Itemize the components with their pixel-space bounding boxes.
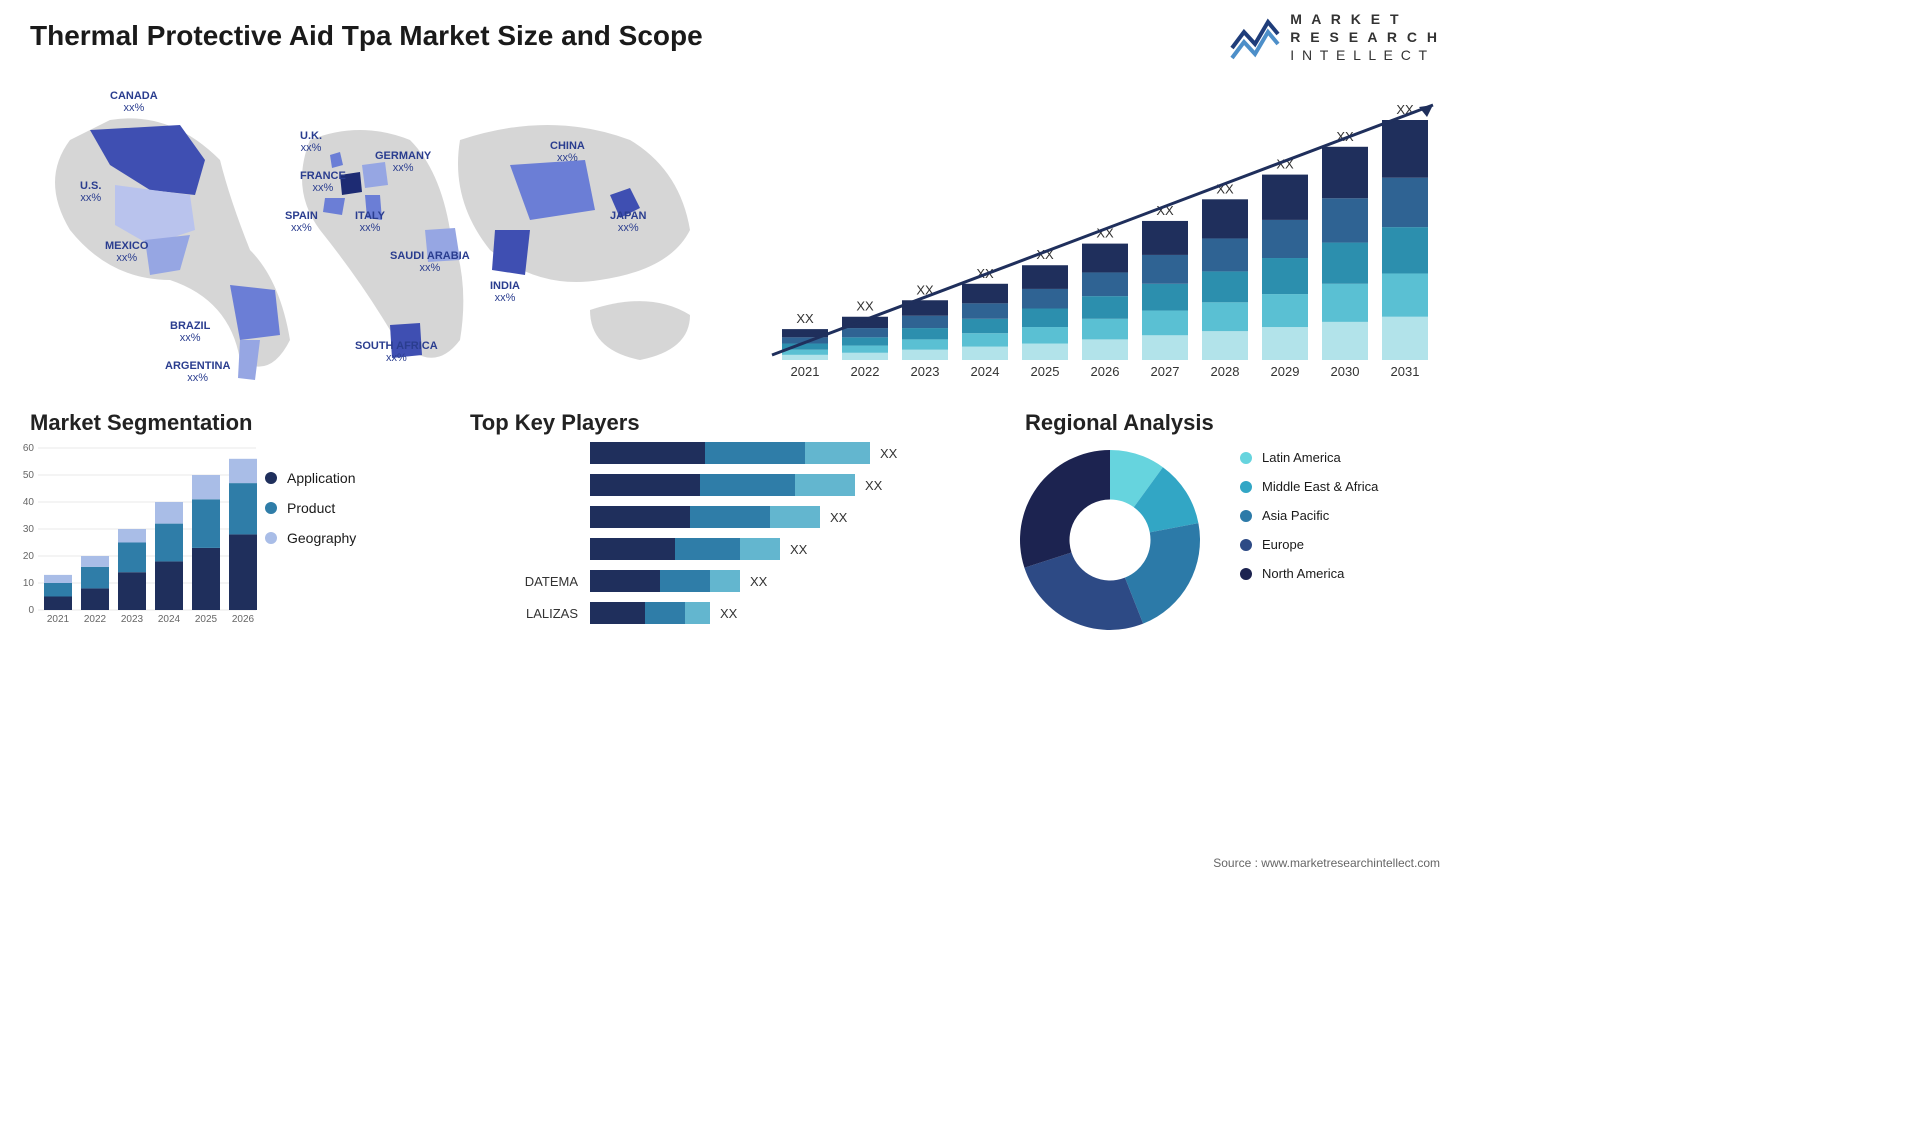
map-label-germany: GERMANYxx% (375, 150, 431, 174)
segmentation-heading: Market Segmentation (30, 410, 253, 436)
svg-text:2025: 2025 (195, 614, 218, 625)
svg-text:0: 0 (28, 605, 34, 616)
player-value: XX (790, 542, 807, 557)
map-label-argentina: ARGENTINAxx% (165, 360, 230, 384)
svg-text:20: 20 (23, 551, 35, 562)
map-label-saudi-arabia: SAUDI ARABIAxx% (390, 250, 470, 274)
brand-logo: M A R K E T R E S E A R C H I N T E L L … (1230, 10, 1440, 65)
svg-text:10: 10 (23, 578, 35, 589)
svg-text:2023: 2023 (911, 364, 940, 379)
map-label-mexico: MEXICOxx% (105, 240, 148, 264)
logo-icon (1230, 14, 1280, 60)
player-value: XX (880, 446, 897, 461)
svg-text:2029: 2029 (1271, 364, 1300, 379)
svg-text:2031: 2031 (1391, 364, 1420, 379)
svg-text:2027: 2027 (1151, 364, 1180, 379)
logo-line3: I N T E L L E C T (1290, 46, 1440, 64)
player-label: LALIZAS (470, 606, 590, 621)
svg-text:60: 60 (23, 443, 35, 454)
svg-text:2022: 2022 (851, 364, 880, 379)
svg-text:2021: 2021 (791, 364, 820, 379)
map-label-china: CHINAxx% (550, 140, 585, 164)
player-row: XX (470, 536, 940, 562)
svg-text:XX: XX (856, 299, 874, 314)
regional-donut (1010, 440, 1210, 640)
svg-text:2025: 2025 (1031, 364, 1060, 379)
map-label-india: INDIAxx% (490, 280, 520, 304)
segmentation-legend-item: Application (265, 470, 356, 486)
segmentation-legend: Application Product Geography (265, 470, 356, 560)
players-chart: XX XX XX XX DATEMA XX LALIZAS XX (470, 440, 940, 640)
svg-text:2026: 2026 (232, 614, 255, 625)
svg-text:2024: 2024 (158, 614, 181, 625)
regional-legend-item: Middle East & Africa (1240, 479, 1440, 494)
market-size-chart: XX2021XX2022XX2023XX2024XX2025XX2026XX20… (770, 90, 1440, 390)
segmentation-legend-item: Product (265, 500, 356, 516)
logo-line1: M A R K E T (1290, 10, 1440, 28)
regional-legend-item: Europe (1240, 537, 1440, 552)
svg-text:2024: 2024 (971, 364, 1000, 379)
player-row: LALIZAS XX (470, 600, 940, 626)
regional-legend: Latin America Middle East & Africa Asia Pa… (1240, 450, 1440, 595)
player-value: XX (720, 606, 737, 621)
player-row: DATEMA XX (470, 568, 940, 594)
map-label-canada: CANADAxx% (110, 90, 158, 114)
map-label-u-k-: U.K.xx% (300, 130, 322, 154)
svg-text:2021: 2021 (47, 614, 70, 625)
player-row: XX (470, 440, 940, 466)
svg-text:2026: 2026 (1091, 364, 1120, 379)
player-value: XX (830, 510, 847, 525)
map-label-spain: SPAINxx% (285, 210, 318, 234)
regional-heading: Regional Analysis (1025, 410, 1214, 436)
map-label-south-africa: SOUTH AFRICAxx% (355, 340, 438, 364)
world-map-panel: CANADAxx% U.S.xx% MEXICOxx% BRAZILxx% ARGENT… (30, 80, 730, 390)
player-value: XX (750, 574, 767, 589)
regional-legend-item: Asia Pacific (1240, 508, 1440, 523)
segmentation-chart: 0 10 20 30 40 50 60 2021 2022 2023 2024 2025 2026 (10, 440, 440, 630)
page-title: Thermal Protective Aid Tpa Market Size a… (30, 20, 703, 52)
svg-text:XX: XX (796, 311, 814, 326)
regional-legend-item: North America (1240, 566, 1440, 581)
map-label-u-s-: U.S.xx% (80, 180, 101, 204)
svg-text:50: 50 (23, 470, 35, 481)
player-row: XX (470, 472, 940, 498)
map-label-japan: JAPANxx% (610, 210, 646, 234)
player-row: XX (470, 504, 940, 530)
map-label-brazil: BRAZILxx% (170, 320, 210, 344)
players-heading: Top Key Players (470, 410, 640, 436)
map-label-france: FRANCExx% (300, 170, 346, 194)
svg-text:30: 30 (23, 524, 35, 535)
regional-legend-item: Latin America (1240, 450, 1440, 465)
svg-text:2028: 2028 (1211, 364, 1240, 379)
svg-text:40: 40 (23, 497, 35, 508)
source-text: Source : www.marketresearchintellect.com (1213, 856, 1440, 870)
player-label: DATEMA (470, 574, 590, 589)
map-label-italy: ITALYxx% (355, 210, 385, 234)
segmentation-legend-item: Geography (265, 530, 356, 546)
svg-text:2023: 2023 (121, 614, 144, 625)
logo-line2: R E S E A R C H (1290, 28, 1440, 46)
svg-text:2030: 2030 (1331, 364, 1360, 379)
player-value: XX (865, 478, 882, 493)
svg-text:2022: 2022 (84, 614, 107, 625)
